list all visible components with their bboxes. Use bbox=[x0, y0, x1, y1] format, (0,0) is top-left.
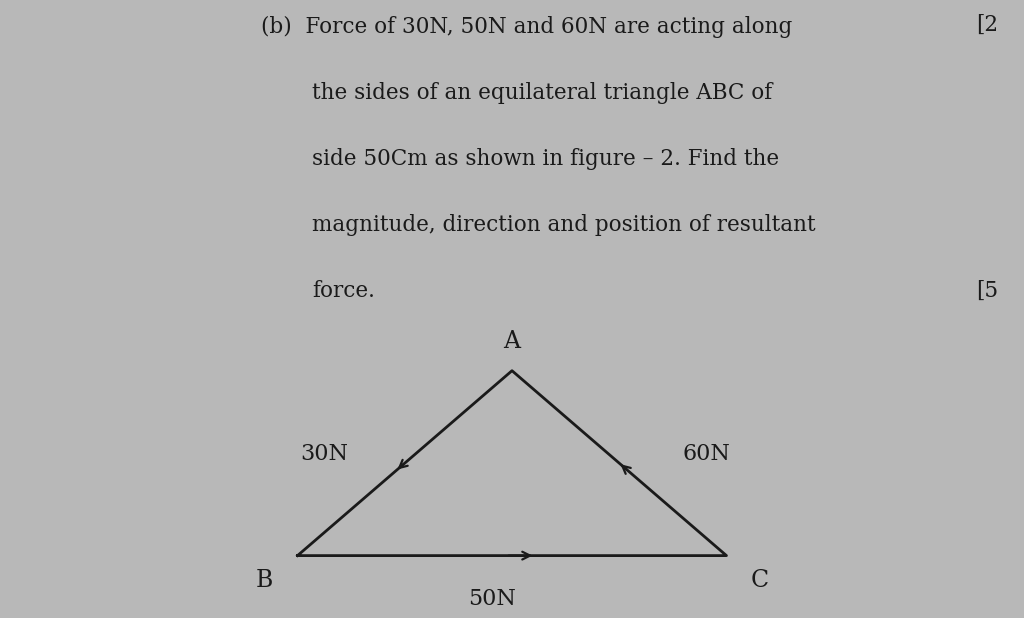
Text: 30N: 30N bbox=[300, 444, 348, 465]
Text: B: B bbox=[255, 569, 272, 591]
Text: 50N: 50N bbox=[468, 588, 516, 610]
Text: C: C bbox=[751, 569, 769, 591]
Text: [2: [2 bbox=[976, 14, 998, 36]
Text: [5: [5 bbox=[976, 280, 998, 302]
Text: side 50Cm as shown in figure – 2. Find the: side 50Cm as shown in figure – 2. Find t… bbox=[312, 148, 779, 170]
Text: A: A bbox=[504, 330, 520, 353]
Text: 60N: 60N bbox=[683, 444, 731, 465]
Text: magnitude, direction and position of resultant: magnitude, direction and position of res… bbox=[312, 214, 816, 236]
Text: the sides of an equilateral triangle ABC of: the sides of an equilateral triangle ABC… bbox=[312, 82, 772, 104]
Text: force.: force. bbox=[312, 280, 375, 302]
Text: (b)  Force of 30N, 50N and 60N are acting along: (b) Force of 30N, 50N and 60N are acting… bbox=[261, 15, 793, 38]
